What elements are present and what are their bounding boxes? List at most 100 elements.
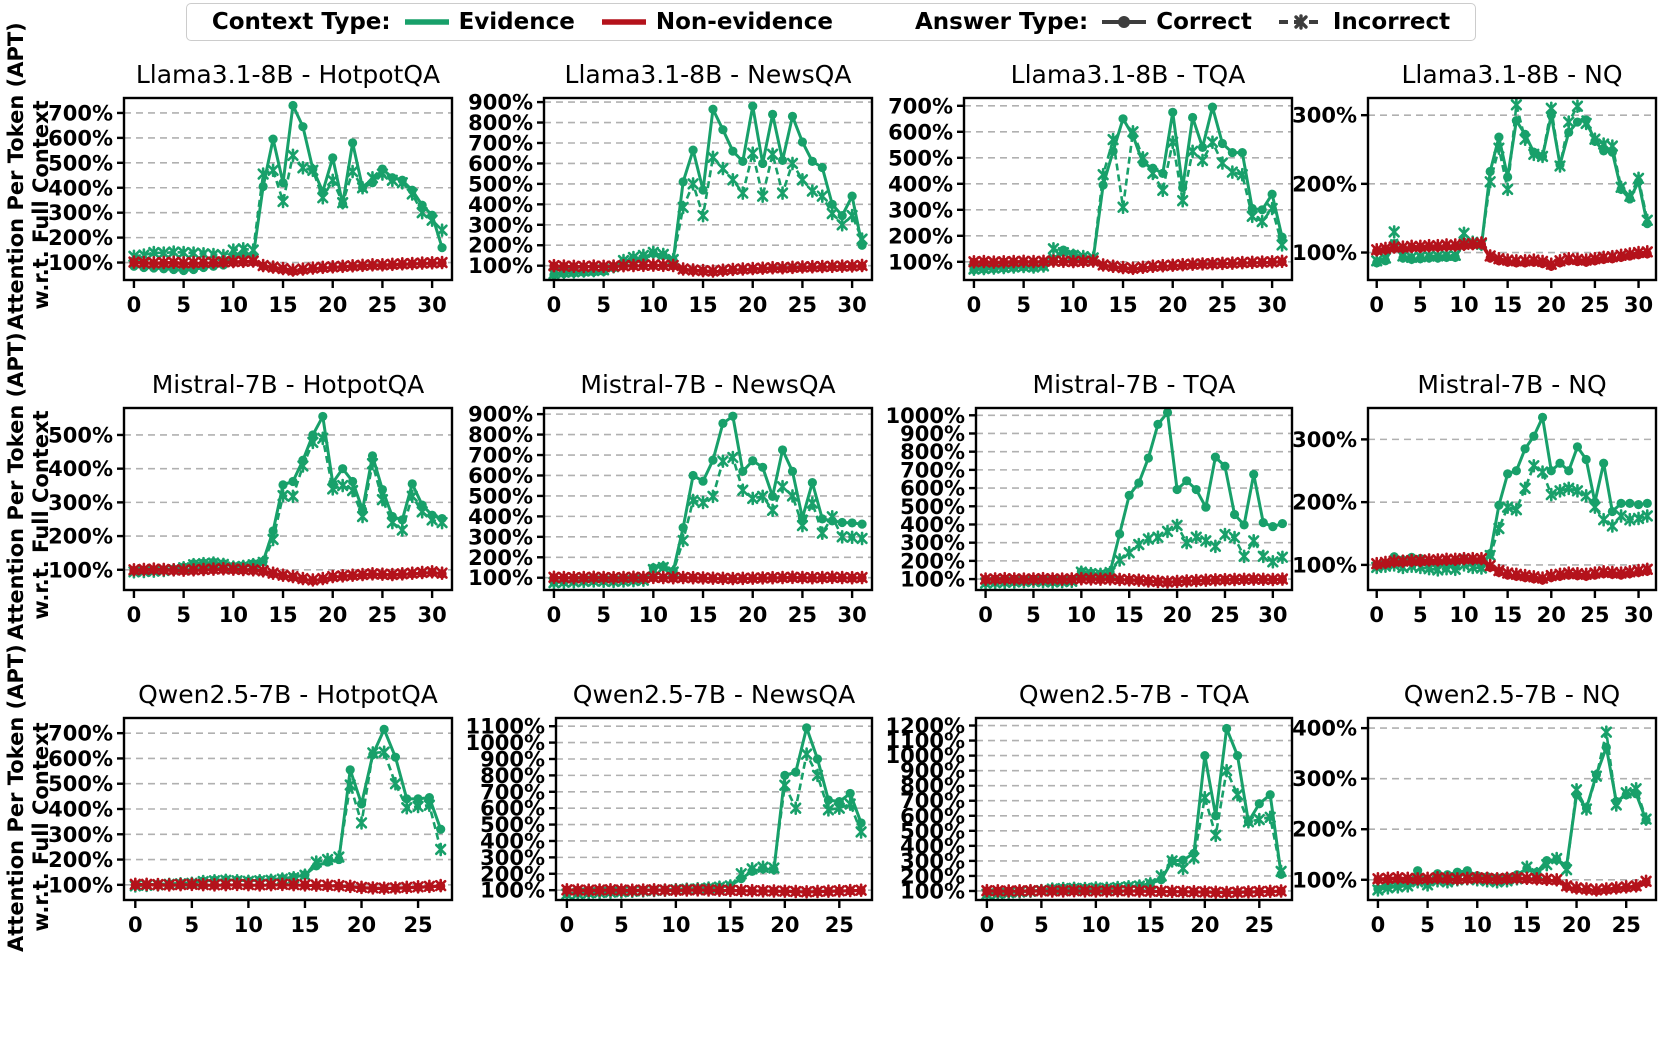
x-tick-label: 20 (770, 913, 799, 937)
marker-x (247, 243, 259, 257)
marker-x (1610, 881, 1622, 895)
marker-x (707, 489, 719, 504)
marker-x (1528, 147, 1540, 162)
x-tick-label: 5 (596, 603, 611, 627)
marker-x (267, 532, 279, 547)
marker-x (333, 850, 345, 864)
marker-circle (1572, 117, 1583, 127)
marker-x (1231, 787, 1244, 802)
marker-x (1266, 201, 1278, 216)
y-tick-label: 1000% (886, 744, 966, 768)
marker-x (627, 258, 640, 273)
marker-circle (1267, 189, 1277, 199)
marker-x (307, 573, 319, 587)
legend-context-type-label: Context Type: (211, 9, 391, 35)
marker-circle (817, 162, 827, 173)
marker-x (1085, 572, 1097, 586)
marker-x (1200, 534, 1212, 548)
marker-x (186, 877, 198, 892)
marker-x (1610, 798, 1622, 812)
marker-circle (1277, 518, 1288, 529)
marker-x (1379, 241, 1392, 256)
series-markers (128, 254, 448, 277)
marker-circle (856, 818, 866, 828)
subplot-title: Qwen2.5-7B - NQ (1403, 680, 1621, 709)
marker-x (1144, 884, 1157, 898)
clip-mask-right (1657, 94, 1662, 360)
marker-x (1075, 571, 1088, 586)
marker-x (1266, 255, 1278, 269)
marker-circle (1124, 490, 1134, 500)
marker-x (267, 566, 279, 580)
marker-x (1432, 238, 1444, 253)
marker-circle (179, 265, 189, 276)
marker-x (1238, 549, 1250, 564)
clip-mask-top (1302, 404, 1662, 408)
marker-x (436, 566, 448, 580)
marker-x (1632, 171, 1645, 186)
marker-x (657, 570, 669, 585)
marker-x (1107, 259, 1119, 274)
subplot-title: Llama3.1-8B - NQ (1401, 60, 1623, 89)
marker-x (1458, 551, 1470, 566)
marker-x (297, 459, 309, 473)
marker-x (1560, 862, 1573, 877)
legend-entry-incorrect: Incorrect (1278, 9, 1450, 35)
marker-x (1589, 132, 1601, 147)
marker-x (548, 570, 560, 585)
marker-x (796, 518, 809, 533)
marker-x (287, 877, 300, 892)
marker-x (1501, 182, 1514, 197)
marker-x (1580, 253, 1592, 267)
y-tick-label: 1000% (466, 731, 546, 755)
marker-x (826, 259, 838, 274)
marker-x (1590, 769, 1603, 783)
marker-x (844, 883, 856, 898)
marker-x (1037, 254, 1050, 269)
marker-x (617, 258, 630, 273)
y-tick-label: 100% (900, 568, 965, 592)
marker-x (416, 256, 428, 270)
x-tick-label: 25 (403, 913, 432, 937)
y-tick-label: 400% (888, 172, 953, 196)
y-tick-label: 300% (1292, 428, 1357, 452)
y-tick-label: 400% (1292, 717, 1357, 741)
clip-mask-right (873, 94, 879, 360)
marker-circle (1268, 522, 1278, 532)
marker-x (1606, 249, 1619, 264)
marker-x (1111, 883, 1124, 898)
marker-x (1276, 254, 1288, 269)
marker-x (1046, 884, 1058, 898)
marker-x (568, 570, 580, 585)
marker-x (367, 881, 379, 895)
marker-x (626, 883, 638, 897)
marker-x (346, 568, 359, 582)
clip-mask-top (898, 94, 1298, 98)
marker-x (327, 259, 339, 274)
marker-circle (1227, 148, 1237, 158)
marker-x (697, 263, 709, 278)
marker-x (1397, 554, 1409, 568)
marker-x (1117, 260, 1129, 275)
marker-circle (1178, 855, 1188, 865)
marker-x (231, 877, 243, 892)
marker-x (1210, 828, 1222, 843)
marker-x (1142, 574, 1155, 588)
marker-x (637, 258, 650, 273)
marker-x (766, 570, 779, 585)
x-tick-label: 20 (318, 603, 347, 627)
marker-x (1196, 257, 1209, 271)
marker-x (1267, 554, 1279, 569)
y-tick-label: 500% (468, 172, 533, 196)
clip-mask-right (1657, 404, 1662, 670)
x-tick-label: 30 (1624, 603, 1653, 627)
marker-x (1397, 240, 1409, 254)
marker-circle (288, 100, 298, 111)
marker-x (1157, 183, 1169, 198)
marker-x (1228, 530, 1241, 545)
marker-x (1491, 871, 1503, 886)
y-tick-label: 1200% (886, 714, 966, 738)
marker-circle (379, 724, 389, 734)
marker-x (727, 450, 739, 465)
marker-x (378, 881, 390, 895)
